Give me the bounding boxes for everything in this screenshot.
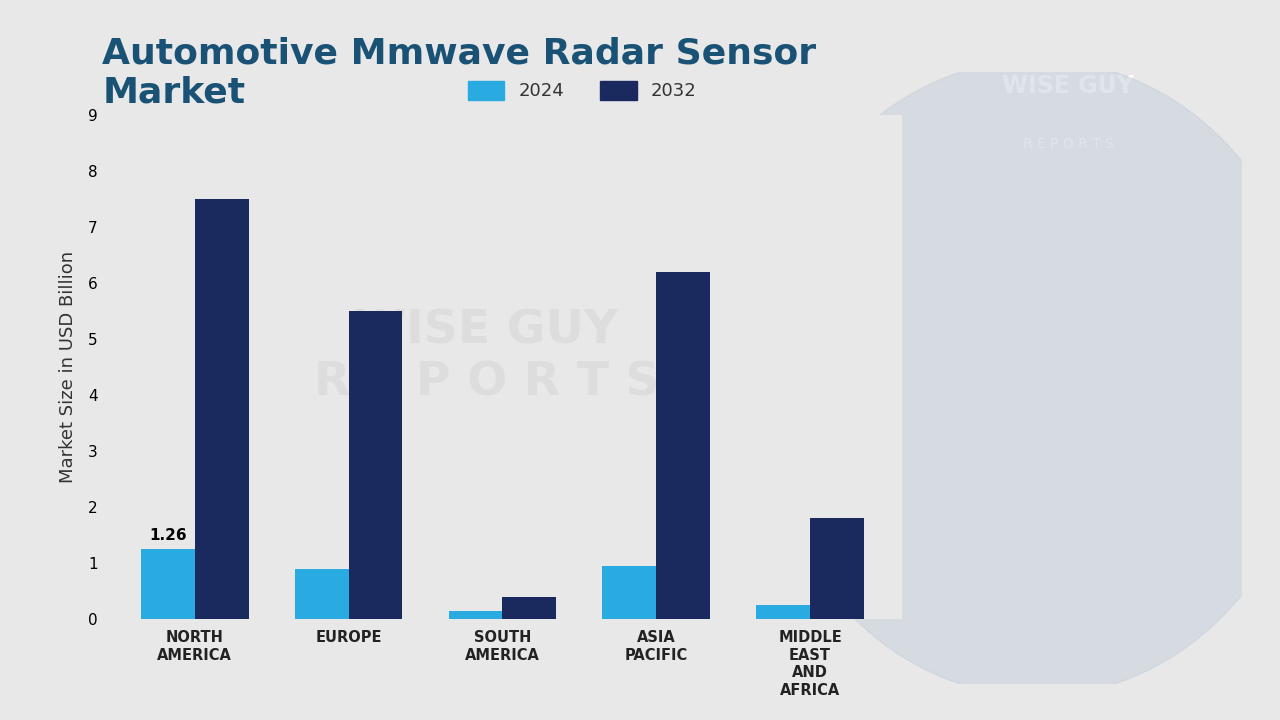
Text: WISE GUY: WISE GUY bbox=[1002, 74, 1134, 99]
Y-axis label: Market Size in USD Billion: Market Size in USD Billion bbox=[59, 251, 77, 483]
Text: WISE GUY
R E P O R T S: WISE GUY R E P O R T S bbox=[314, 309, 659, 405]
Bar bbox=[810, 518, 864, 619]
Bar bbox=[294, 569, 348, 619]
Circle shape bbox=[758, 60, 1280, 696]
Bar bbox=[756, 606, 810, 619]
Bar bbox=[503, 597, 557, 619]
Bar bbox=[448, 611, 503, 619]
Bar bbox=[603, 566, 657, 619]
Text: R E P O R T S: R E P O R T S bbox=[1023, 137, 1114, 151]
Text: 1.26: 1.26 bbox=[148, 528, 187, 543]
Legend: 2024, 2032: 2024, 2032 bbox=[461, 74, 704, 107]
Bar bbox=[348, 311, 402, 619]
Text: Automotive Mmwave Radar Sensor
Market: Automotive Mmwave Radar Sensor Market bbox=[102, 36, 817, 109]
Bar bbox=[141, 549, 195, 619]
Bar bbox=[195, 199, 248, 619]
Bar bbox=[657, 272, 710, 619]
